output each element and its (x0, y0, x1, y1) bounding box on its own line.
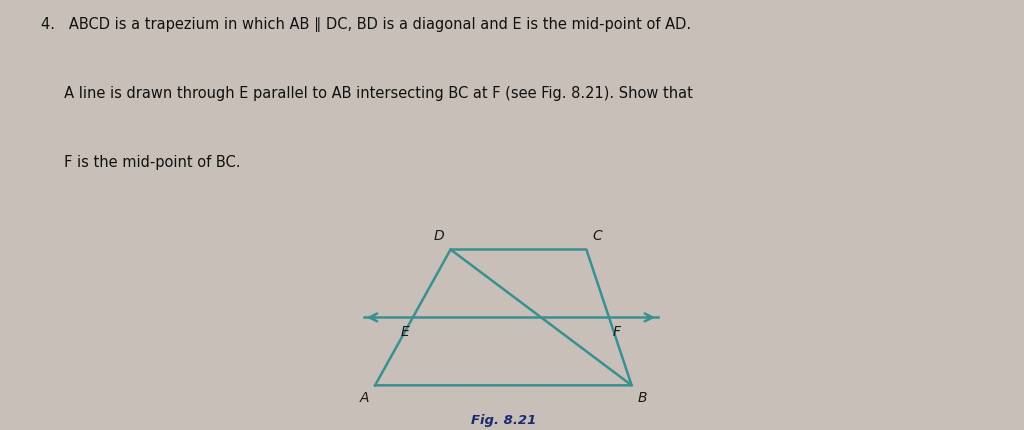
Text: F is the mid-point of BC.: F is the mid-point of BC. (41, 155, 241, 170)
Text: Fig. 8.21: Fig. 8.21 (471, 414, 537, 427)
Text: C: C (593, 230, 602, 243)
Text: 4.   ABCD is a trapezium in which AB ∥ DC, BD is a diagonal and E is the mid-poi: 4. ABCD is a trapezium in which AB ∥ DC,… (41, 17, 691, 32)
Text: A: A (359, 391, 369, 405)
Text: E: E (400, 325, 409, 339)
Text: A line is drawn through E parallel to AB intersecting BC at F (see Fig. 8.21). S: A line is drawn through E parallel to AB… (41, 86, 693, 101)
Text: B: B (638, 391, 647, 405)
Text: F: F (612, 325, 621, 339)
Text: D: D (434, 230, 444, 243)
